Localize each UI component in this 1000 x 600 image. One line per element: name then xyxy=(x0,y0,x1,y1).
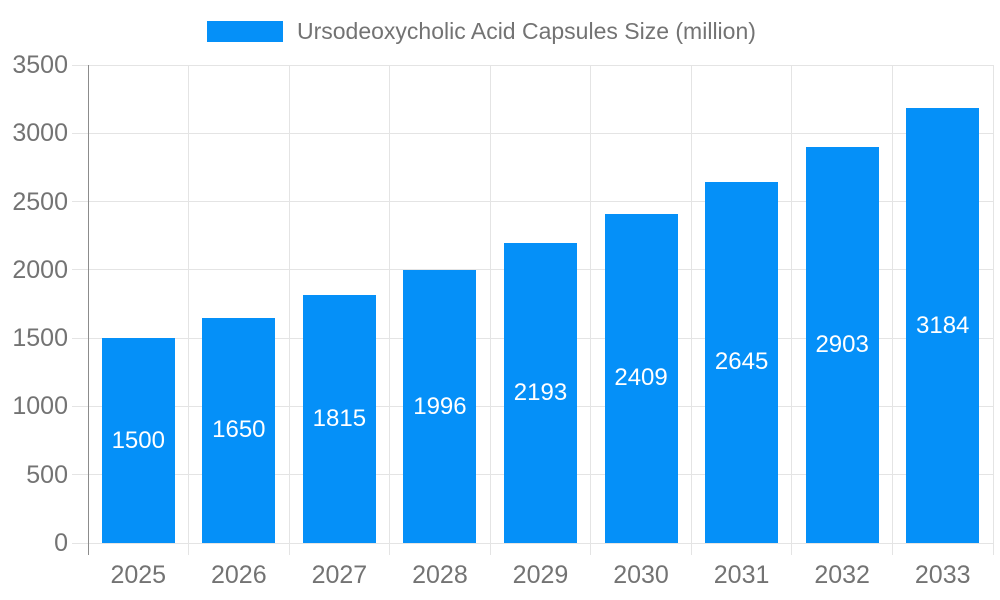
x-gridline xyxy=(389,65,391,555)
bar-value-label: 1996 xyxy=(413,392,467,420)
y-axis-tick-label: 3000 xyxy=(12,119,68,148)
bar-value-label: 1650 xyxy=(212,416,266,444)
bar-value-label: 2903 xyxy=(815,330,869,358)
bar-value-label: 1815 xyxy=(312,405,367,433)
bar[interactable]: 2645 xyxy=(705,181,779,543)
x-gridline xyxy=(791,65,793,555)
x-axis-tick-label: 2031 xyxy=(713,561,770,589)
x-axis-tick-label: 2029 xyxy=(512,561,569,589)
y-gridline xyxy=(72,64,993,66)
x-gridline xyxy=(188,65,190,555)
y-gridline xyxy=(72,132,993,134)
y-axis-tick-label: 500 xyxy=(26,460,68,489)
bar-value-label: 2409 xyxy=(614,364,668,392)
bar[interactable]: 2193 xyxy=(504,243,577,543)
x-axis-tick-label: 2028 xyxy=(412,561,468,589)
x-axis-tick-label: 2032 xyxy=(814,561,870,589)
bar-value-label: 2193 xyxy=(513,379,568,407)
legend-label: Ursodeoxycholic Acid Capsules Size (mill… xyxy=(297,18,756,44)
x-axis-tick-label: 2030 xyxy=(613,561,669,589)
x-axis-tick-label: 2027 xyxy=(311,561,368,589)
y-axis-tick-label: 1500 xyxy=(12,324,68,353)
x-gridline xyxy=(590,65,592,555)
y-axis-tick-label: 0 xyxy=(54,529,68,557)
bar-value-label: 1500 xyxy=(111,426,165,454)
x-gridline xyxy=(489,65,491,555)
x-axis-tick-label: 2026 xyxy=(211,561,267,589)
bar[interactable]: 1996 xyxy=(403,270,477,543)
y-axis-tick-label: 2000 xyxy=(12,255,68,284)
bar-value-label: 3184 xyxy=(916,311,970,339)
y-axis-tick-label: 2500 xyxy=(12,187,68,216)
bar-value-label: 2645 xyxy=(714,348,769,376)
y-axis-line xyxy=(87,65,89,555)
bar[interactable]: 2903 xyxy=(805,146,879,543)
x-gridline xyxy=(288,65,290,555)
y-gridline xyxy=(72,542,993,544)
bar[interactable]: 2409 xyxy=(604,213,678,543)
bar[interactable]: 1650 xyxy=(202,317,276,543)
x-axis-tick-label: 2033 xyxy=(914,561,971,589)
legend-item[interactable]: Ursodeoxycholic Acid Capsules Size (mill… xyxy=(207,18,756,45)
bar[interactable]: 1500 xyxy=(101,338,175,543)
y-axis-tick-label: 3500 xyxy=(12,51,68,79)
y-gridline xyxy=(72,201,993,203)
bar[interactable]: 3184 xyxy=(906,108,980,543)
x-gridline xyxy=(891,65,893,555)
y-axis-tick-label: 1000 xyxy=(12,392,68,421)
bar[interactable]: 1815 xyxy=(302,295,376,543)
legend-swatch xyxy=(207,21,283,42)
x-axis-tick-label: 2025 xyxy=(110,561,167,589)
x-gridline xyxy=(992,65,994,555)
x-gridline xyxy=(690,65,692,555)
